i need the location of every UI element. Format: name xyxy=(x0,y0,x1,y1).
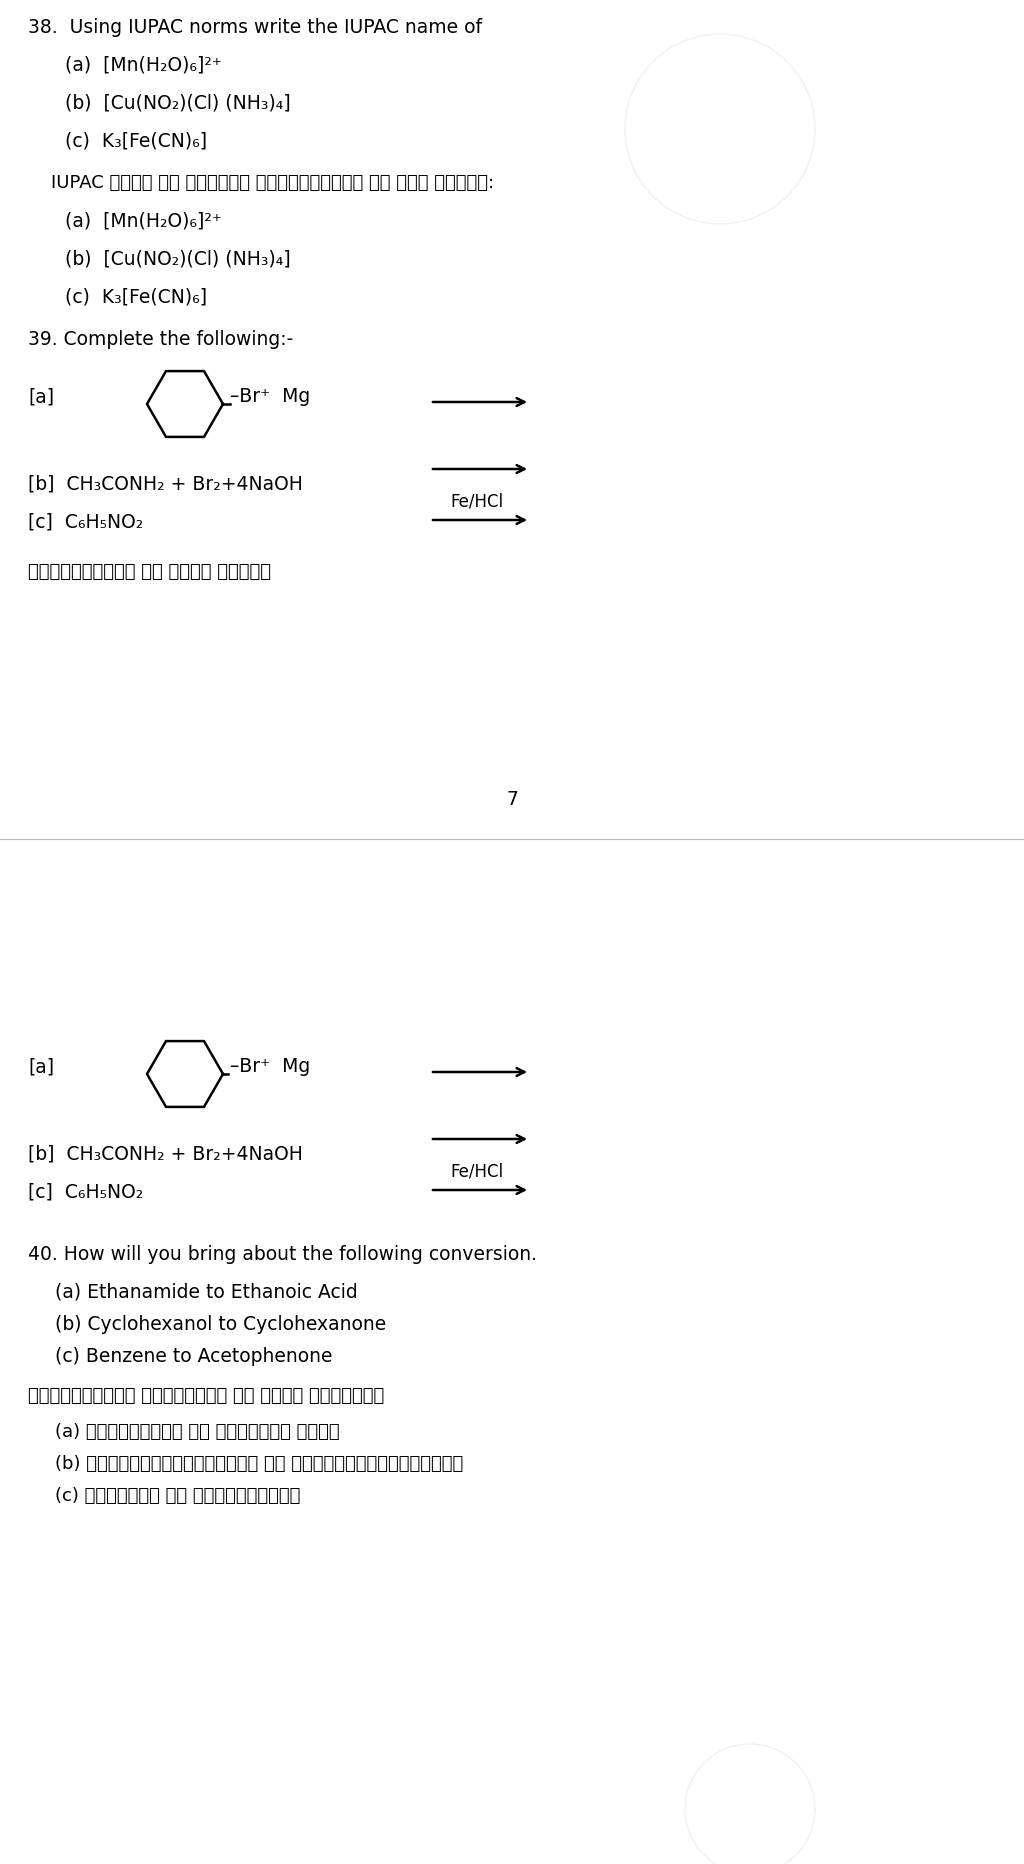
Text: (c) बेन्जीन से एसीटोफिनोन: (c) बेन्जीन से एसीटोफिनोन xyxy=(55,1486,300,1504)
Text: IUPAC नियम के अनुसार निम्नलिखित के नाम लिखें:: IUPAC नियम के अनुसार निम्नलिखित के नाम ल… xyxy=(28,173,495,192)
Text: (b) Cyclohexanol to Cyclohexanone: (b) Cyclohexanol to Cyclohexanone xyxy=(55,1314,386,1333)
Text: निम्नलिखित परिवर्तन आप कैसे करेंगे।: निम्नलिखित परिवर्तन आप कैसे करेंगे। xyxy=(28,1387,384,1404)
Text: 40. How will you bring about the following conversion.: 40. How will you bring about the followi… xyxy=(28,1245,537,1264)
Text: Fe/HCl: Fe/HCl xyxy=(450,492,503,511)
Text: (c)  K₃[Fe(CN)₆]: (c) K₃[Fe(CN)₆] xyxy=(65,132,207,151)
Text: (b)  [Cu(NO₂)(Cl) (NH₃)₄]: (b) [Cu(NO₂)(Cl) (NH₃)₄] xyxy=(65,93,291,114)
Text: [c]  C₆H₅NO₂: [c] C₆H₅NO₂ xyxy=(28,1182,143,1202)
Text: निम्नलिखित को पूरा करें।: निम्नलिखित को पूरा करें। xyxy=(28,563,271,582)
Text: (c)  K₃[Fe(CN)₆]: (c) K₃[Fe(CN)₆] xyxy=(65,287,207,308)
Text: 7: 7 xyxy=(506,790,518,809)
Text: [a]: [a] xyxy=(28,1057,54,1076)
Text: [a]: [a] xyxy=(28,388,54,406)
Text: 39. Complete the following:-: 39. Complete the following:- xyxy=(28,330,293,349)
Text: (a) Ethanamide to Ethanoic Acid: (a) Ethanamide to Ethanoic Acid xyxy=(55,1282,357,1301)
Text: 38.  Using IUPAC norms write the IUPAC name of: 38. Using IUPAC norms write the IUPAC na… xyxy=(28,19,482,37)
Text: [b]  CH₃CONH₂ + Br₂+4NaOH: [b] CH₃CONH₂ + Br₂+4NaOH xyxy=(28,1144,303,1163)
Text: (b)  [Cu(NO₂)(Cl) (NH₃)₄]: (b) [Cu(NO₂)(Cl) (NH₃)₄] xyxy=(65,250,291,268)
Text: –Br⁺  Mg: –Br⁺ Mg xyxy=(230,388,310,406)
Text: (a)  [Mn(H₂O)₆]²⁺: (a) [Mn(H₂O)₆]²⁺ xyxy=(65,212,222,231)
Text: (a) इथेनामाइड से इथेनॉइक अम्ल: (a) इथेनामाइड से इथेनॉइक अम्ल xyxy=(55,1422,340,1441)
Text: (a)  [Mn(H₂O)₆]²⁺: (a) [Mn(H₂O)₆]²⁺ xyxy=(65,56,222,75)
Text: [b]  CH₃CONH₂ + Br₂+4NaOH: [b] CH₃CONH₂ + Br₂+4NaOH xyxy=(28,475,303,494)
Text: –Br⁺  Mg: –Br⁺ Mg xyxy=(230,1057,310,1076)
Text: (b) साइक्लोहेक्सानोल से साइक्लोहेक्सानोन: (b) साइक्लोहेक्सानोल से साइक्लोहेक्सानोन xyxy=(55,1454,463,1473)
Text: Fe/HCl: Fe/HCl xyxy=(450,1163,503,1180)
Text: (c) Benzene to Acetophenone: (c) Benzene to Acetophenone xyxy=(55,1346,333,1364)
Text: [c]  C₆H₅NO₂: [c] C₆H₅NO₂ xyxy=(28,513,143,531)
